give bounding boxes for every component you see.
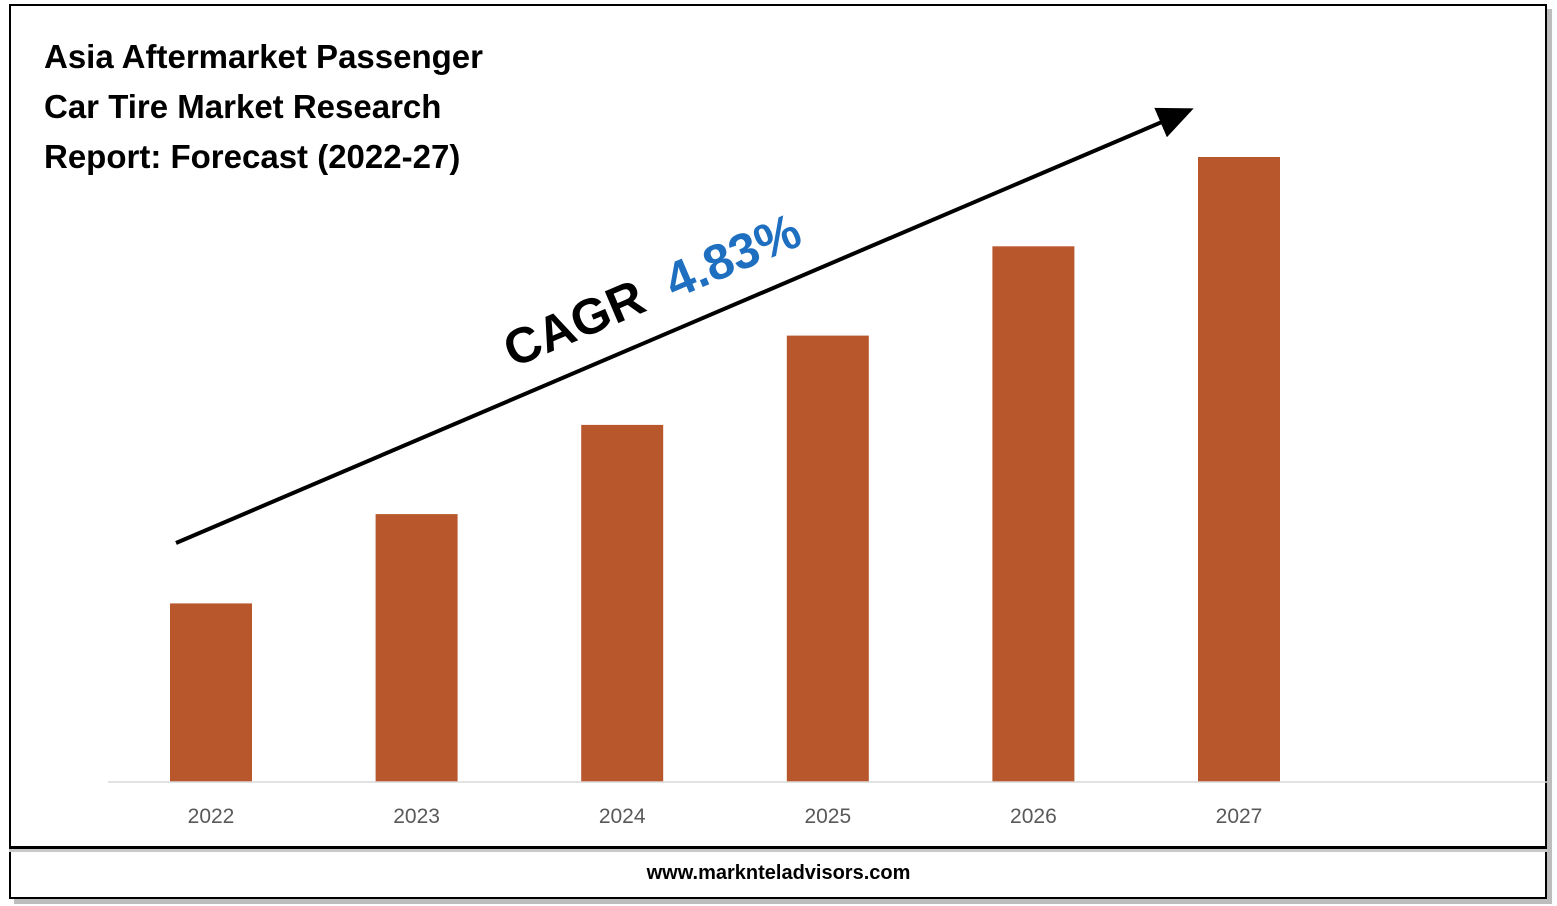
bar-2027 [1198, 157, 1280, 782]
ticks-layer: 2022 2023 2024 2025 2026 2027 [188, 805, 1263, 828]
x-tick-label-2022: 2022 [188, 805, 235, 828]
x-tick-label-2023: 2023 [393, 805, 440, 828]
x-tick-label-2025: 2025 [804, 805, 851, 828]
x-tick-label-2026: 2026 [1010, 805, 1057, 828]
x-tick-label-2024: 2024 [599, 805, 646, 828]
bars-layer [170, 157, 1280, 783]
bar-2024 [581, 424, 664, 782]
bar-2022 [170, 603, 252, 782]
cagr-text: CAGR 4.83% [495, 202, 808, 378]
chart-title-line-2: Car Tire Market Research [44, 88, 442, 125]
bar-2023 [375, 514, 458, 782]
bar-2026 [992, 246, 1075, 783]
cagr-value: 4.83% [656, 202, 808, 309]
cagr-label: CAGR [495, 269, 652, 378]
bar-2025 [786, 335, 869, 782]
chart-title-line-3: Report: Forecast (2022-27) [44, 138, 461, 175]
chart-frame [9, 4, 1547, 899]
chart-title-line-1: Asia Aftermarket Passenger [44, 38, 483, 75]
x-tick-label-2027: 2027 [1216, 805, 1263, 828]
trend-arrow [175, 107, 1194, 545]
footer-rule [9, 846, 1547, 849]
chart-title: Asia Aftermarket Passenger Car Tire Mark… [44, 32, 564, 182]
footer-website-url: www.marknteladvisors.com [646, 862, 911, 884]
footer-rule-shadow [9, 849, 1547, 852]
